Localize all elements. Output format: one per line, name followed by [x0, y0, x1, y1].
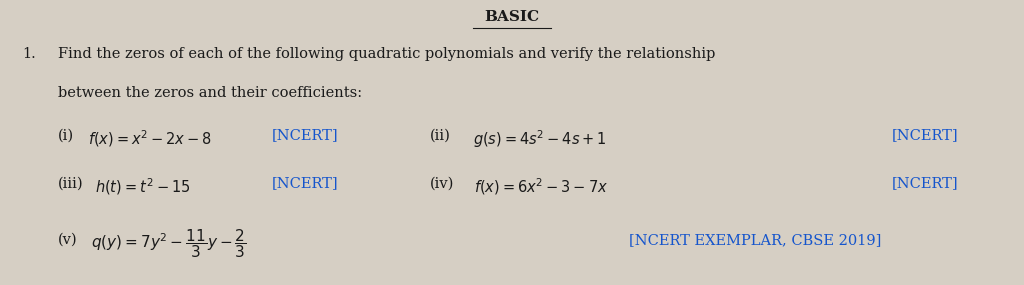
Text: BASIC: BASIC: [484, 10, 540, 24]
Text: (v): (v): [57, 233, 77, 247]
Text: (iv): (iv): [430, 176, 455, 190]
Text: $h(t) = t^2 - 15$: $h(t) = t^2 - 15$: [95, 176, 190, 197]
Text: $q(y) = 7y^2 - \dfrac{11}{3}y - \dfrac{2}{3}$: $q(y) = 7y^2 - \dfrac{11}{3}y - \dfrac{2…: [91, 227, 247, 260]
Text: between the zeros and their coefficients:: between the zeros and their coefficients…: [57, 86, 361, 100]
Text: [NCERT]: [NCERT]: [892, 176, 958, 190]
Text: [NCERT EXEMPLAR, CBSE 2019]: [NCERT EXEMPLAR, CBSE 2019]: [630, 233, 882, 247]
Text: (ii): (ii): [430, 128, 452, 142]
Text: [NCERT]: [NCERT]: [892, 128, 958, 142]
Text: $f(x) = 6x^2 - 3 - 7x$: $f(x) = 6x^2 - 3 - 7x$: [474, 176, 608, 197]
Text: $f(x) = x^2 - 2x - 8$: $f(x) = x^2 - 2x - 8$: [88, 128, 212, 149]
Text: [NCERT]: [NCERT]: [272, 128, 339, 142]
Text: $g(s) = 4s^2 - 4s + 1$: $g(s) = 4s^2 - 4s + 1$: [473, 128, 607, 150]
Text: Find the zeros of each of the following quadratic polynomials and verify the rel: Find the zeros of each of the following …: [57, 46, 715, 60]
Text: (i): (i): [57, 128, 74, 142]
Text: [NCERT]: [NCERT]: [272, 176, 339, 190]
Text: 1.: 1.: [22, 46, 36, 60]
Text: (iii): (iii): [57, 176, 83, 190]
